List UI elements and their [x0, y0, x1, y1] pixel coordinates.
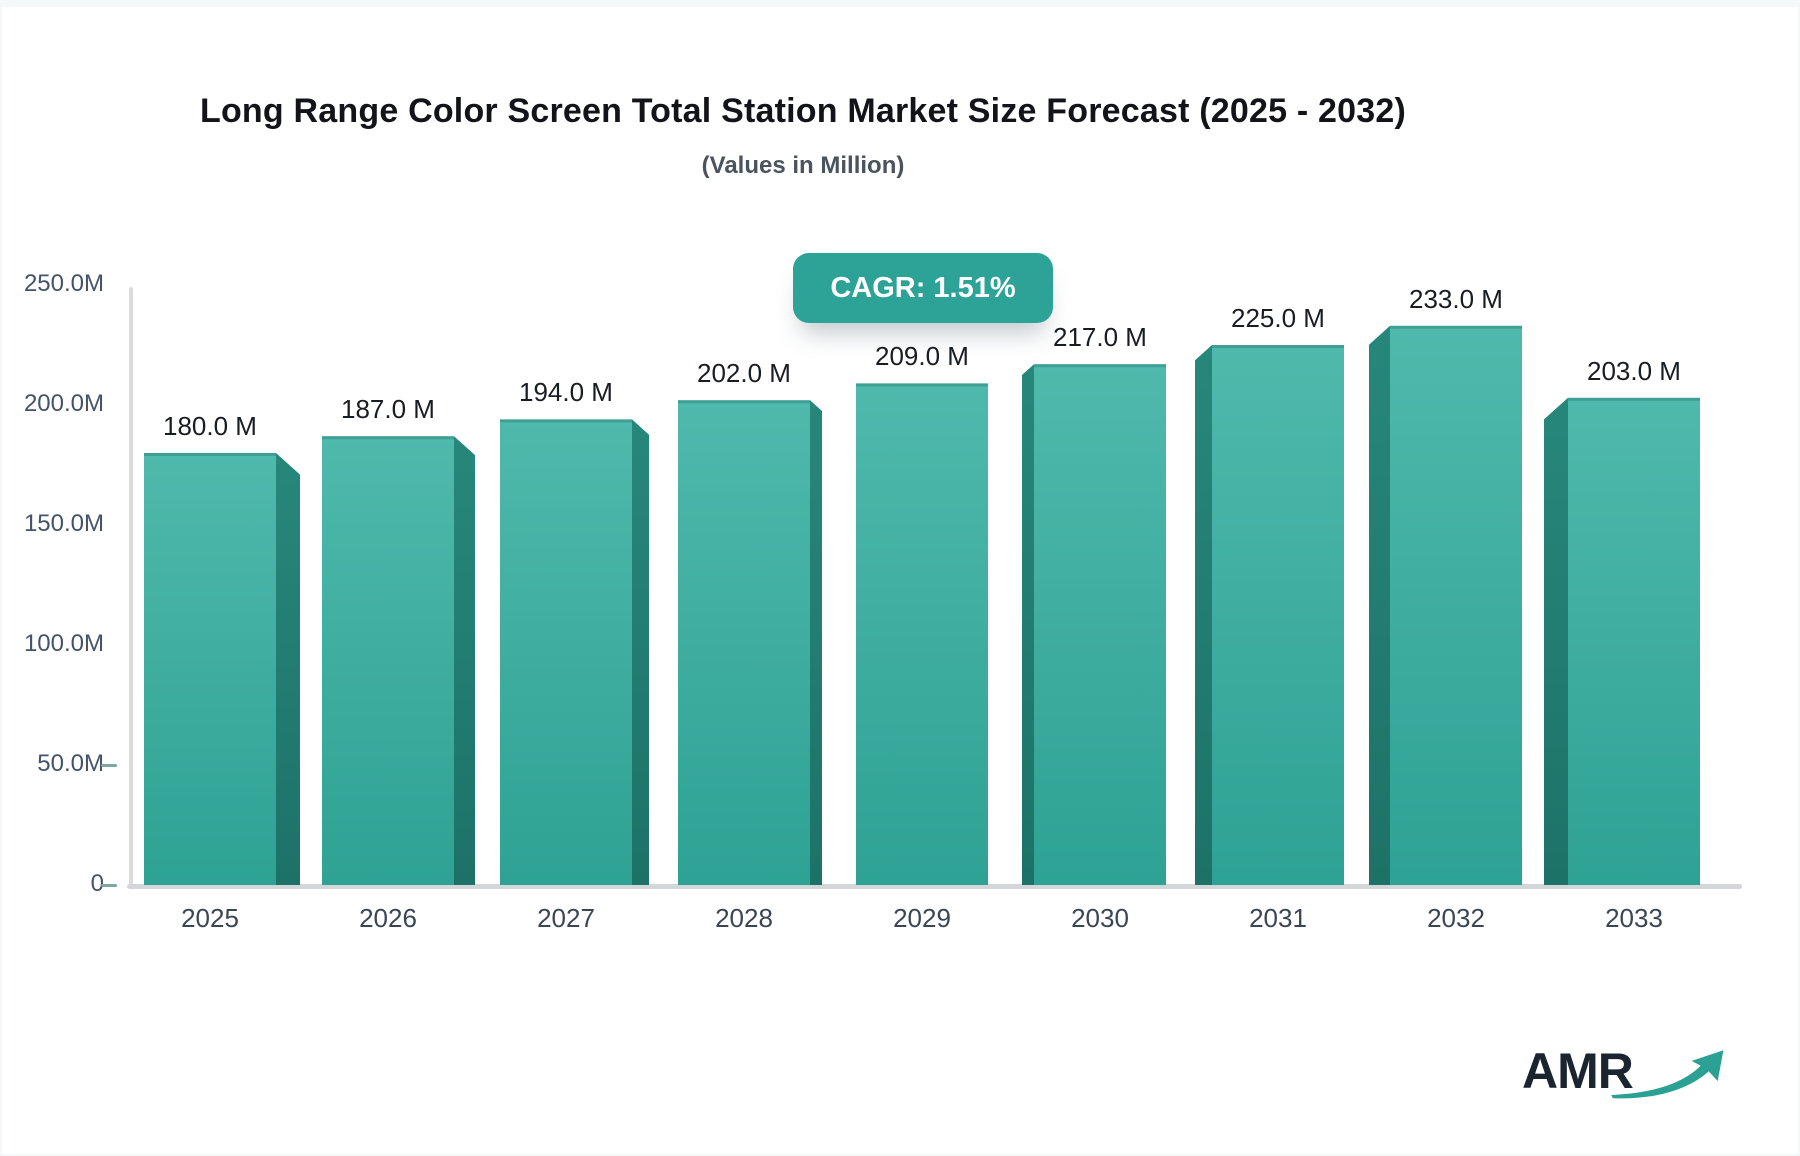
- bar-side-3d: [810, 400, 822, 885]
- x-axis-baseline: [127, 884, 1742, 889]
- cagr-badge: CAGR: 1.51%: [793, 253, 1053, 323]
- x-axis-label: 2029: [893, 903, 951, 933]
- y-axis-tick-mark: [101, 764, 117, 767]
- growth-arrow-icon: [1611, 1050, 1724, 1099]
- x-axis-label: 2026: [359, 903, 417, 933]
- bar-top-edge: [678, 400, 810, 404]
- bar-side-3d: [1544, 397, 1568, 885]
- bar-top-edge: [856, 383, 988, 387]
- bar-2033: [1568, 397, 1700, 885]
- bar-value-label: 225.0 M: [1231, 303, 1325, 333]
- chart-subtitle: (Values in Million): [701, 152, 905, 179]
- cagr-badge-label: CAGR: 1.51%: [830, 271, 1016, 304]
- amr-logo: AMR: [1522, 1034, 1732, 1126]
- y-axis-line: [129, 287, 133, 886]
- x-axis-label: 2025: [181, 903, 239, 933]
- y-axis-label: 50.0M: [37, 750, 104, 777]
- bar-value-label: 217.0 M: [1053, 322, 1147, 353]
- bar-side-3d: [1022, 364, 1034, 885]
- bar-value-label: 202.0 M: [697, 358, 791, 389]
- y-axis-tick-mark: [101, 884, 117, 887]
- bar-2025: [144, 453, 276, 885]
- bar-side-3d: [276, 453, 300, 885]
- bar-2026: [322, 436, 454, 885]
- bar-top-edge: [144, 453, 276, 456]
- bar-top-edge: [1568, 397, 1700, 401]
- x-axis-label: 2030: [1071, 903, 1129, 933]
- bar-2027: [500, 419, 632, 885]
- amr-logo-text: AMR: [1522, 1043, 1634, 1099]
- bar-top-edge: [1390, 325, 1522, 329]
- bar-2029: [856, 383, 988, 885]
- bar-value-label: 209.0 M: [875, 341, 969, 372]
- bar-side-3d: [1195, 345, 1212, 885]
- bar-2032: [1390, 325, 1522, 885]
- bar-side-3d: [454, 436, 475, 885]
- chart-title: Long Range Color Screen Total Station Ma…: [200, 92, 1406, 130]
- bar-2030: [1034, 364, 1166, 885]
- x-axis-label: 2033: [1605, 903, 1663, 933]
- bar-side-3d: [632, 419, 649, 885]
- y-axis-label: 250.0M: [23, 270, 104, 297]
- bar-top-edge: [1034, 364, 1166, 368]
- x-axis-label: 2032: [1427, 903, 1485, 933]
- x-axis-label: 2031: [1249, 903, 1307, 933]
- x-axis-label: 2028: [715, 903, 773, 933]
- bar-value-label: 180.0 M: [163, 411, 257, 441]
- bar-value-label: 233.0 M: [1409, 283, 1503, 314]
- x-axis-label: 2027: [537, 903, 595, 933]
- y-axis-label: 150.0M: [23, 510, 104, 537]
- bar-value-label: 187.0 M: [341, 394, 435, 425]
- bar-2031: [1212, 345, 1344, 885]
- y-axis-label: 100.0M: [23, 630, 104, 657]
- bar-side-3d: [1369, 325, 1390, 885]
- bar-value-label: 194.0 M: [519, 377, 613, 408]
- y-axis-label: 200.0M: [23, 390, 104, 417]
- bar-top-edge: [322, 436, 454, 440]
- bar-top-edge: [1212, 345, 1344, 348]
- bar-value-label: 203.0 M: [1587, 355, 1681, 386]
- bar-top-edge: [500, 419, 632, 423]
- bar-2028: [678, 400, 810, 885]
- y-axis-label: 0: [90, 870, 104, 897]
